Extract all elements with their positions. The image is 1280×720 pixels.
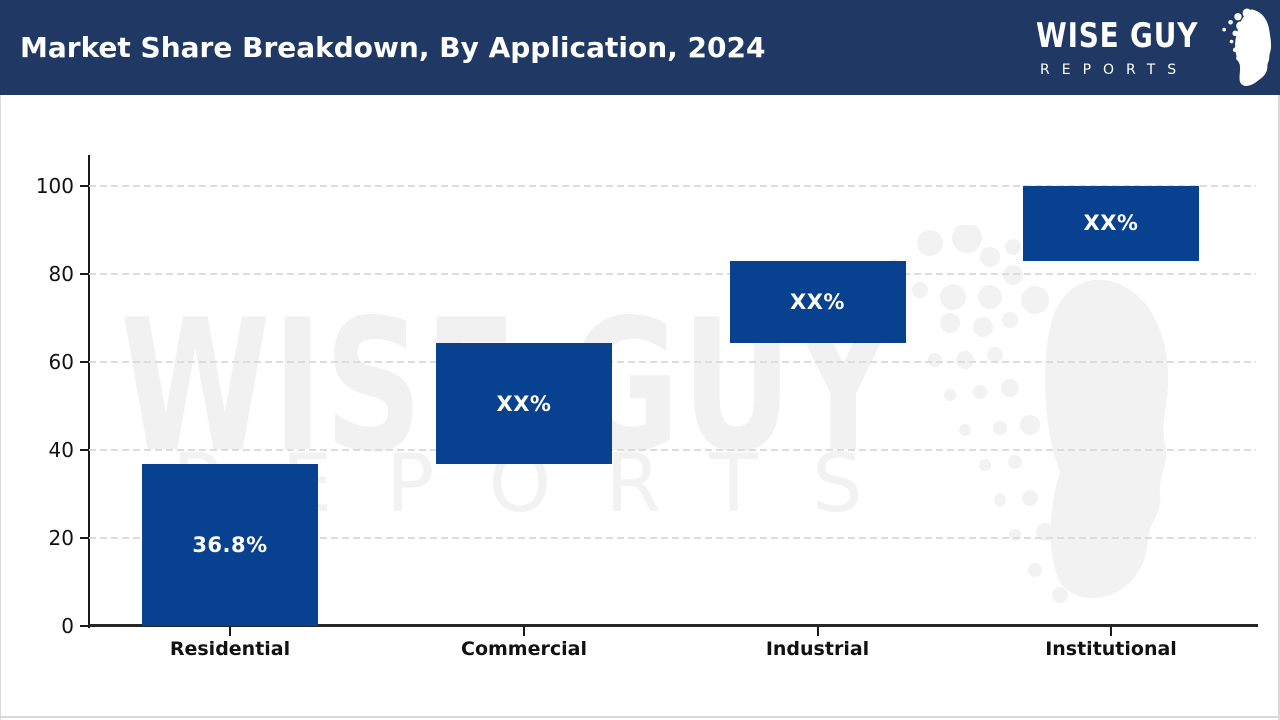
y-tick-label: 20 xyxy=(48,526,74,550)
y-tick-mark xyxy=(80,185,89,187)
y-tick-mark xyxy=(80,625,89,627)
bar-residential: 36.8% xyxy=(142,464,318,626)
logo-wordmark: WISE GUY xyxy=(1036,16,1199,56)
x-axis-line xyxy=(88,624,1258,627)
grid-line xyxy=(89,273,1256,275)
bar-commercial: XX% xyxy=(436,343,612,465)
plot-area: 0 20 40 60 80 100 36.8% Residential XX% Commercia… xyxy=(0,95,1280,720)
x-tick-mark xyxy=(229,627,231,636)
y-tick-label: 40 xyxy=(48,438,74,462)
y-tick-label: 0 xyxy=(61,614,74,638)
x-tick-label-institutional: Institutional xyxy=(1045,638,1177,660)
bar-institutional: XX% xyxy=(1023,186,1199,261)
x-tick-label-residential: Residential xyxy=(169,638,291,660)
page-title: Market Share Breakdown, By Application, … xyxy=(20,31,766,64)
page-border-right xyxy=(1278,95,1280,720)
x-tick-label-commercial: Commercial xyxy=(461,638,587,660)
y-tick-mark xyxy=(80,361,89,363)
grid-line xyxy=(89,449,1256,451)
bar-value-label: 36.8% xyxy=(192,533,268,558)
x-tick-mark xyxy=(1110,627,1112,636)
page-border-left xyxy=(0,95,1,720)
dotted-face-icon xyxy=(1222,8,1272,86)
watermark-dotted-face xyxy=(889,225,1169,603)
x-tick-label-industrial: Industrial xyxy=(765,638,870,660)
y-tick-mark xyxy=(80,537,89,539)
bar-value-label: XX% xyxy=(790,289,845,314)
y-tick-label: 100 xyxy=(35,174,74,198)
x-tick-mark xyxy=(523,627,525,636)
wise-guy-reports-logo: WISE GUY REPORTS xyxy=(1022,6,1274,90)
y-axis-line xyxy=(88,155,90,628)
y-tick-mark xyxy=(80,273,89,275)
y-tick-label: 80 xyxy=(48,262,74,286)
x-tick-mark xyxy=(816,627,819,636)
logo-subtitle: REPORTS xyxy=(1040,62,1189,78)
bar-industrial: XX% xyxy=(729,260,906,344)
page-border-bottom xyxy=(0,716,1280,718)
grid-line xyxy=(89,185,1256,187)
grid-line xyxy=(89,537,1256,539)
grid-line xyxy=(89,361,1256,363)
bar-value-label: XX% xyxy=(1083,211,1139,236)
bar-value-label: XX% xyxy=(496,391,552,416)
y-tick-label: 60 xyxy=(48,350,74,374)
y-tick-mark xyxy=(80,449,89,451)
header-bar: Market Share Breakdown, By Application, … xyxy=(0,0,1280,95)
